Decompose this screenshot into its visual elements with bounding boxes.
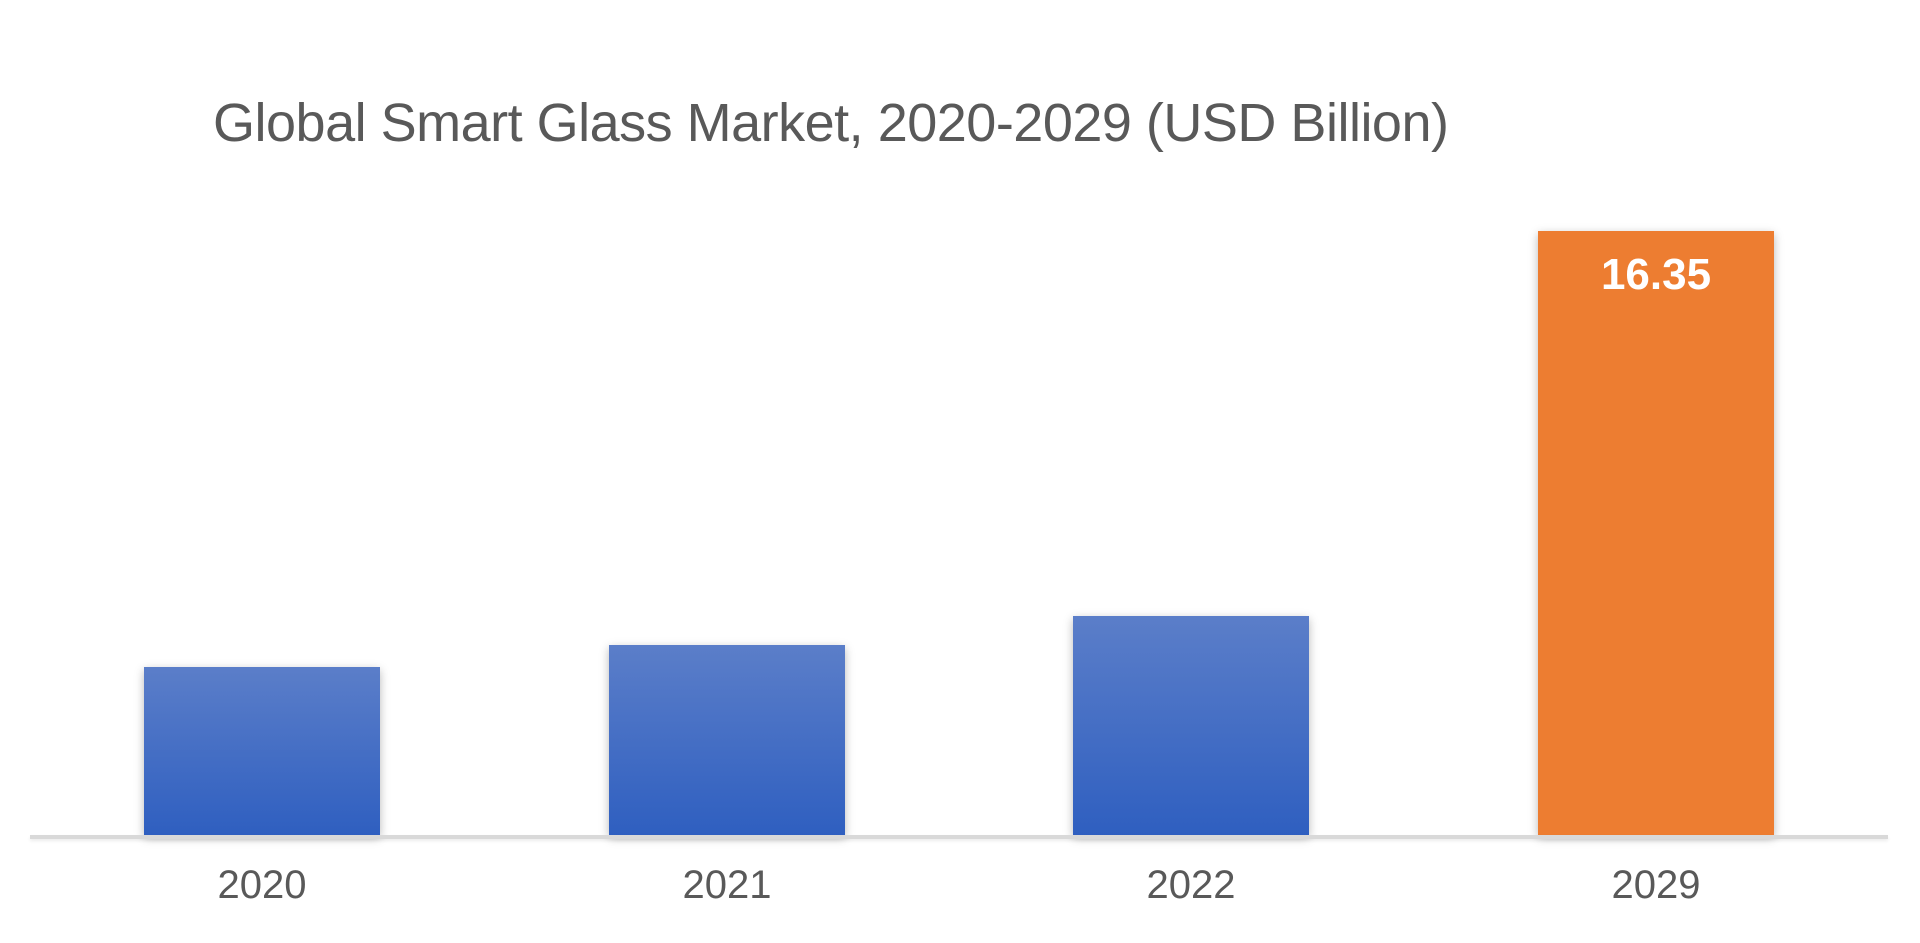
x-tick-2020: 2020: [217, 863, 307, 907]
x-tick-2029: 2029: [1611, 863, 1701, 907]
x-axis-line: [30, 835, 1888, 839]
data-label-2029: 16.35: [1600, 250, 1712, 299]
x-tick-2022: 2022: [1146, 863, 1236, 907]
bar-2020: [144, 667, 380, 835]
bar-2021: [609, 645, 845, 835]
chart-title: Global Smart Glass Market, 2020-2029 (US…: [213, 93, 1449, 153]
x-tick-2021: 2021: [682, 863, 772, 907]
bar-2029: 16.35: [1538, 231, 1774, 835]
bar-2022: [1073, 616, 1309, 835]
